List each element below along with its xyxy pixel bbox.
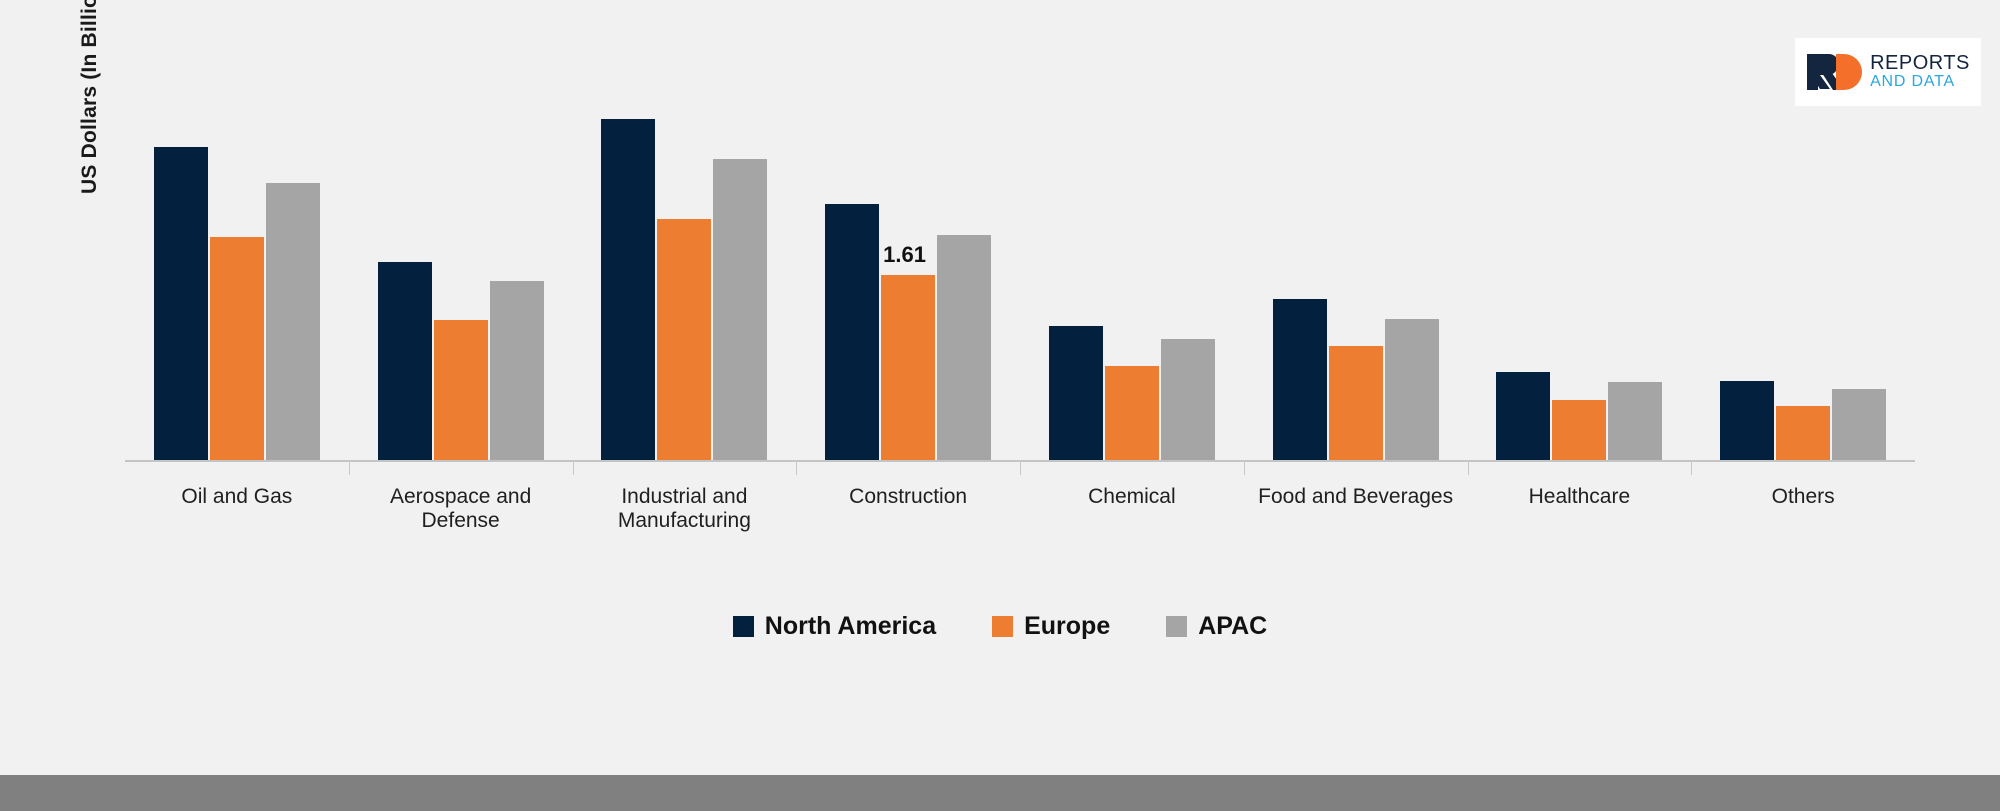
bar-north-america-6[interactable] xyxy=(1496,372,1551,460)
bar-europe-6[interactable] xyxy=(1552,400,1607,460)
plot-area: US Dollars (In Billion) 1.61 Oil and Gas… xyxy=(78,0,1915,533)
x-axis-tick xyxy=(1467,461,1469,475)
bar-europe-4[interactable] xyxy=(1104,366,1159,460)
bar-europe-2[interactable] xyxy=(657,219,712,460)
legend-item-north-america[interactable]: North America xyxy=(732,612,937,641)
bar-apac-6[interactable] xyxy=(1608,382,1663,460)
bar-apac-1[interactable] xyxy=(489,281,544,460)
legend-swatch-icon xyxy=(1166,616,1188,637)
bar-north-america-4[interactable] xyxy=(1048,326,1103,460)
bar-apac-5[interactable] xyxy=(1384,319,1439,460)
bar-europe-0[interactable] xyxy=(209,237,264,460)
logo-line-2: AND DATA xyxy=(1870,72,1956,90)
x-axis-tick xyxy=(1243,461,1245,475)
legend-label: Europe xyxy=(1024,612,1111,640)
bar-value-label: 1.61 xyxy=(883,242,926,267)
brand-logo: REPORTS AND DATA xyxy=(1795,38,1981,106)
bar-north-america-5[interactable] xyxy=(1272,299,1327,460)
bar-north-america-2[interactable] xyxy=(601,119,656,460)
legend-label: North America xyxy=(764,612,937,640)
x-axis-category-label: Oil and Gas xyxy=(181,485,293,508)
legend-swatch-icon xyxy=(732,616,754,637)
x-axis-tick xyxy=(348,461,350,475)
bar-europe-3[interactable] xyxy=(881,275,936,460)
x-axis-category-label: Healthcare xyxy=(1528,485,1631,508)
bar-apac-7[interactable] xyxy=(1832,389,1887,460)
x-axis-tick xyxy=(1020,461,1021,475)
bar-north-america-0[interactable] xyxy=(153,147,208,460)
x-axis-category-label: Construction xyxy=(849,485,968,508)
x-axis-category-label: Aerospace and Defense xyxy=(389,485,532,533)
x-axis-category-label: Industrial and Manufacturing xyxy=(617,485,751,533)
bar-north-america-1[interactable] xyxy=(377,262,432,460)
x-axis-tick xyxy=(1691,461,1693,475)
bottom-band xyxy=(0,775,2000,811)
x-axis-category-label: Chemical xyxy=(1088,485,1176,508)
bar-apac-4[interactable] xyxy=(1160,339,1215,460)
legend-swatch-icon xyxy=(992,616,1014,637)
bar-apac-3[interactable] xyxy=(937,235,992,460)
legend-item-apac[interactable]: APAC xyxy=(1166,612,1267,641)
rd-monogram-icon xyxy=(1806,53,1864,91)
legend-item-europe[interactable]: Europe xyxy=(992,612,1110,641)
logo-inner: REPORTS AND DATA xyxy=(1806,53,1970,91)
bar-north-america-7[interactable] xyxy=(1720,381,1775,460)
bar-europe-1[interactable] xyxy=(433,320,488,460)
bar-europe-7[interactable] xyxy=(1776,406,1831,460)
x-axis-tick xyxy=(796,461,798,475)
bars-layer: 1.61 xyxy=(153,119,1887,460)
bar-europe-5[interactable] xyxy=(1328,346,1383,460)
x-axis-category-label: Others xyxy=(1771,485,1835,508)
bar-apac-0[interactable] xyxy=(265,183,320,460)
chart-legend: North America Europe APAC xyxy=(0,612,2000,641)
x-axis-tick xyxy=(572,461,574,475)
logo-wordmark: REPORTS AND DATA xyxy=(1870,52,1970,90)
x-axis-category-label: Food and Beverages xyxy=(1258,485,1454,508)
bar-north-america-3[interactable] xyxy=(825,204,880,460)
legend-label: APAC xyxy=(1198,612,1268,640)
bar-apac-2[interactable] xyxy=(713,159,768,460)
logo-line-1: REPORTS xyxy=(1870,52,1970,75)
